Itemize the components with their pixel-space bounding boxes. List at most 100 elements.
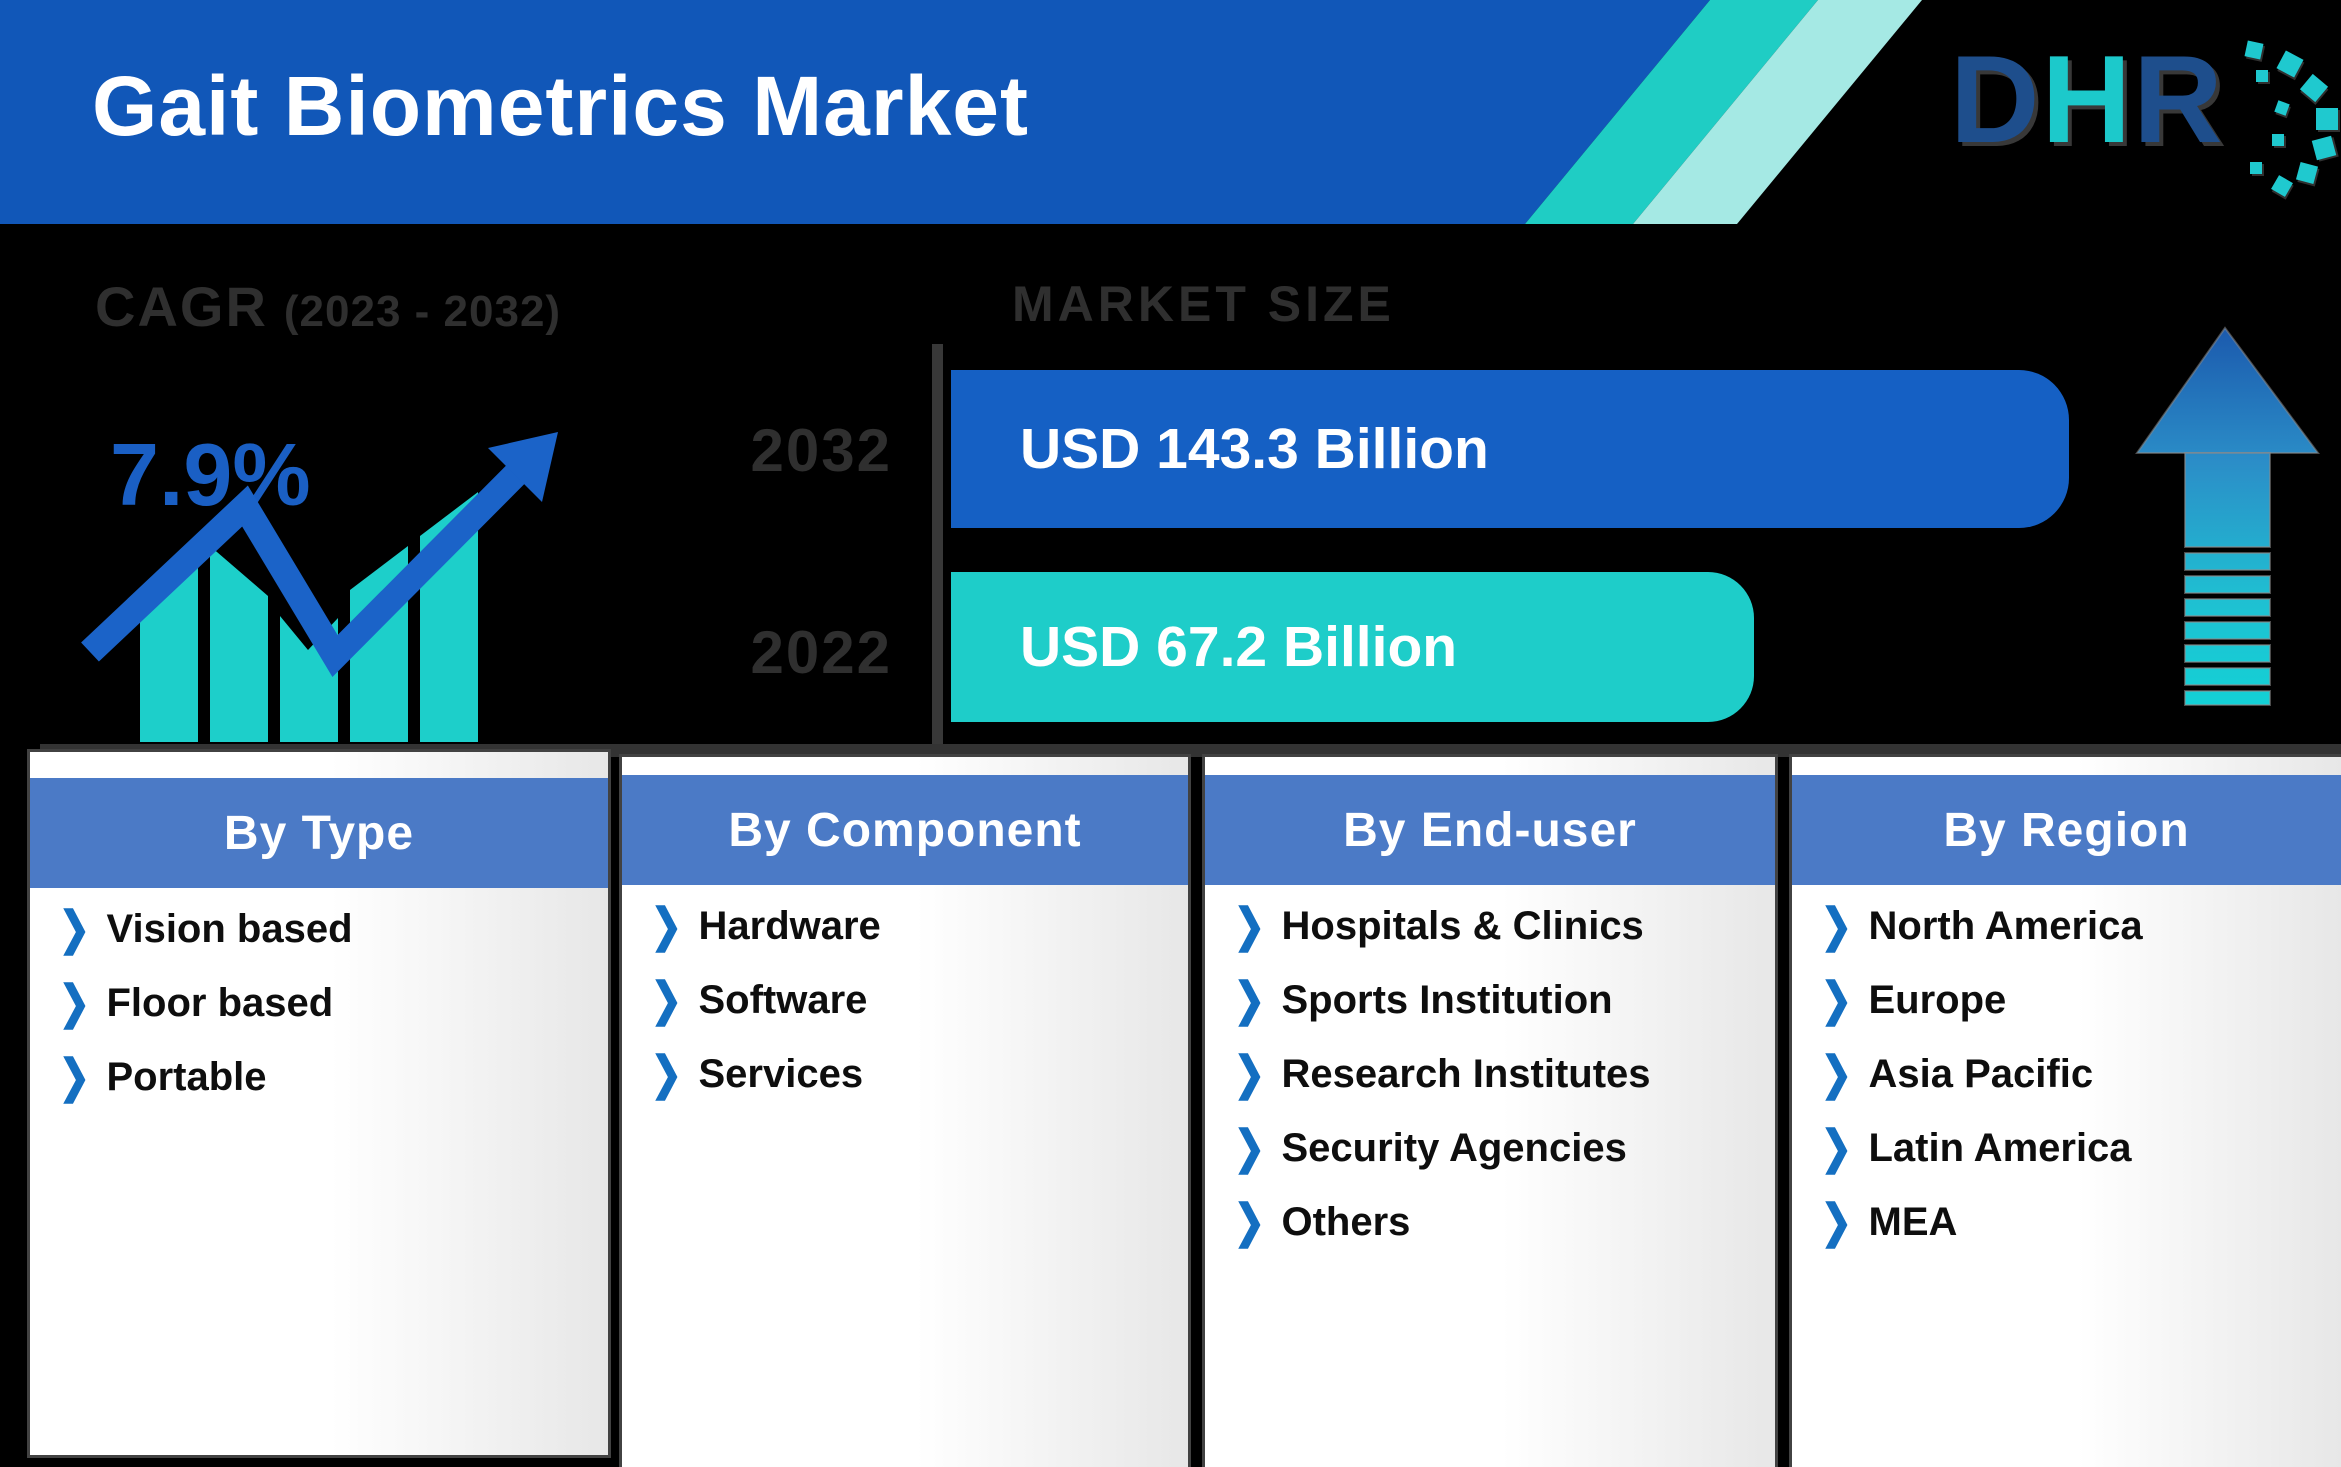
list-item: ❯ Floor based [58,966,600,1040]
logo-dot [2299,73,2329,103]
logo-dot [2250,162,2262,174]
cagr-heading: CAGR (2023 - 2032) [95,274,561,339]
market-size-label: MARKET SIZE [1012,276,1395,332]
market-size-bar-2022: USD 67.2 Billion [951,572,1754,722]
list-item-label: Software [698,977,868,1022]
segment-card-by-component: By Component ❯ Hardware ❯ Software ❯ Servic… [622,757,1188,1467]
list-item: ❯ Services [650,1037,1180,1111]
growth-chart-icon [81,432,558,742]
list-item: ❯ Europe [1820,963,2333,1037]
logo-dot [2256,70,2268,82]
list-item-label: Security Agencies [1281,1125,1627,1170]
list-item: ❯ Security Agencies [1233,1111,1767,1185]
list-item-label: Asia Pacific [1868,1051,2094,1096]
logo-dot [2276,50,2304,78]
segment-list: ❯ Hardware ❯ Software ❯ Services [650,889,1180,1111]
segment-card-by-type: By Type ❯ Vision based ❯ Floor based ❯ Port… [30,752,608,1455]
chevron-right-icon: ❯ [1233,1048,1265,1100]
segment-card-header: By Region [1792,775,2341,885]
logo-dot [2244,40,2264,60]
growth-arrow-icon [2135,326,2320,706]
chevron-right-icon: ❯ [1820,1122,1852,1174]
chevron-right-icon: ❯ [650,900,682,952]
list-item: ❯ Research Institutes [1233,1037,1767,1111]
list-item: ❯ MEA [1820,1185,2333,1259]
section-divider [40,744,2341,757]
dhr-logo: DHR [1950,30,2341,205]
chevron-right-icon: ❯ [58,977,90,1029]
logo-letter-r: R [2133,31,2225,169]
chevron-right-icon: ❯ [58,1051,90,1103]
segment-list: ❯ North America ❯ Europe ❯ Asia Pacific ❯ La… [1820,889,2333,1259]
chevron-right-icon: ❯ [1233,900,1265,952]
list-item-label: Services [698,1051,864,1096]
list-item: ❯ Portable [58,1040,600,1114]
list-item: ❯ North America [1820,889,2333,963]
year-label-2022: 2022 [750,619,892,686]
list-item-label: MEA [1868,1199,1958,1244]
chevron-right-icon: ❯ [1820,1048,1852,1100]
chart-bar [210,546,268,742]
logo-dot [2272,134,2284,146]
list-item: ❯ Sports Institution [1233,963,1767,1037]
list-item-label: Portable [106,1054,267,1099]
logo-dot [2316,108,2338,130]
chevron-right-icon: ❯ [1820,1196,1852,1248]
chevron-right-icon: ❯ [58,903,90,955]
list-item: ❯ Hospitals & Clinics [1233,889,1767,963]
dhr-logo-letters: DHR [1950,38,2225,162]
logo-letter-h: H [2041,31,2134,169]
bar-value-2022: USD 67.2 Billion [1020,615,1458,679]
trend-arrowhead [488,432,558,502]
segment-card-by-region: By Region ❯ North America ❯ Europe ❯ Asia P… [1792,757,2341,1467]
chevron-right-icon: ❯ [1820,900,1852,952]
list-item: ❯ Hardware [650,889,1180,963]
list-item: ❯ Latin America [1820,1111,2333,1185]
list-item-label: Hardware [698,903,881,948]
list-item: ❯ Software [650,963,1180,1037]
logo-dot [2274,100,2290,116]
segment-list: ❯ Hospitals & Clinics ❯ Sports Institution… [1233,889,1767,1259]
trend-line [81,460,530,678]
chart-bar [140,566,198,742]
list-item: ❯ Vision based [58,892,600,966]
year-label-2032: 2032 [750,417,892,484]
header-stripe-light-teal [1633,0,1922,224]
header-stripe-teal [1525,0,1818,224]
list-item-label: Sports Institution [1281,977,1613,1022]
segment-list: ❯ Vision based ❯ Floor based ❯ Portable [58,892,600,1114]
cagr-label: CAGR [95,275,268,338]
list-item-label: Floor based [106,980,334,1025]
header-band-blue [0,0,1710,224]
header-band [0,0,1922,224]
segment-card-by-end-user: By End-user ❯ Hospitals & Clinics ❯ Sports… [1205,757,1775,1467]
logo-dot [2311,135,2337,161]
list-item-label: North America [1868,903,2143,948]
page-title: Gait Biometrics Market [92,59,1029,153]
axis-line [932,344,943,750]
list-item: ❯ Asia Pacific [1820,1037,2333,1111]
logo-dot [2271,175,2293,197]
list-item: ❯ Others [1233,1185,1767,1259]
chevron-right-icon: ❯ [650,1048,682,1100]
chevron-right-icon: ❯ [1233,1122,1265,1174]
list-item-label: Others [1281,1199,1411,1244]
segment-card-header: By Component [622,775,1188,885]
cagr-value: 7.9% [110,425,311,524]
logo-letter-d: D [1950,31,2042,169]
segment-card-header: By Type [30,778,608,888]
cagr-period: (2023 - 2032) [283,287,562,336]
list-item-label: Europe [1868,977,2007,1022]
chevron-right-icon: ❯ [1233,1196,1265,1248]
list-item-label: Vision based [106,906,353,951]
logo-dot [2295,161,2319,185]
list-item-label: Latin America [1868,1125,2132,1170]
chevron-right-icon: ❯ [650,974,682,1026]
list-item-label: Hospitals & Clinics [1281,903,1644,948]
list-item-label: Research Institutes [1281,1051,1651,1096]
chevron-right-icon: ❯ [1233,974,1265,1026]
segment-card-header: By End-user [1205,775,1775,885]
market-size-bar-2032: USD 143.3 Billion [951,370,2069,528]
chevron-right-icon: ❯ [1820,974,1852,1026]
